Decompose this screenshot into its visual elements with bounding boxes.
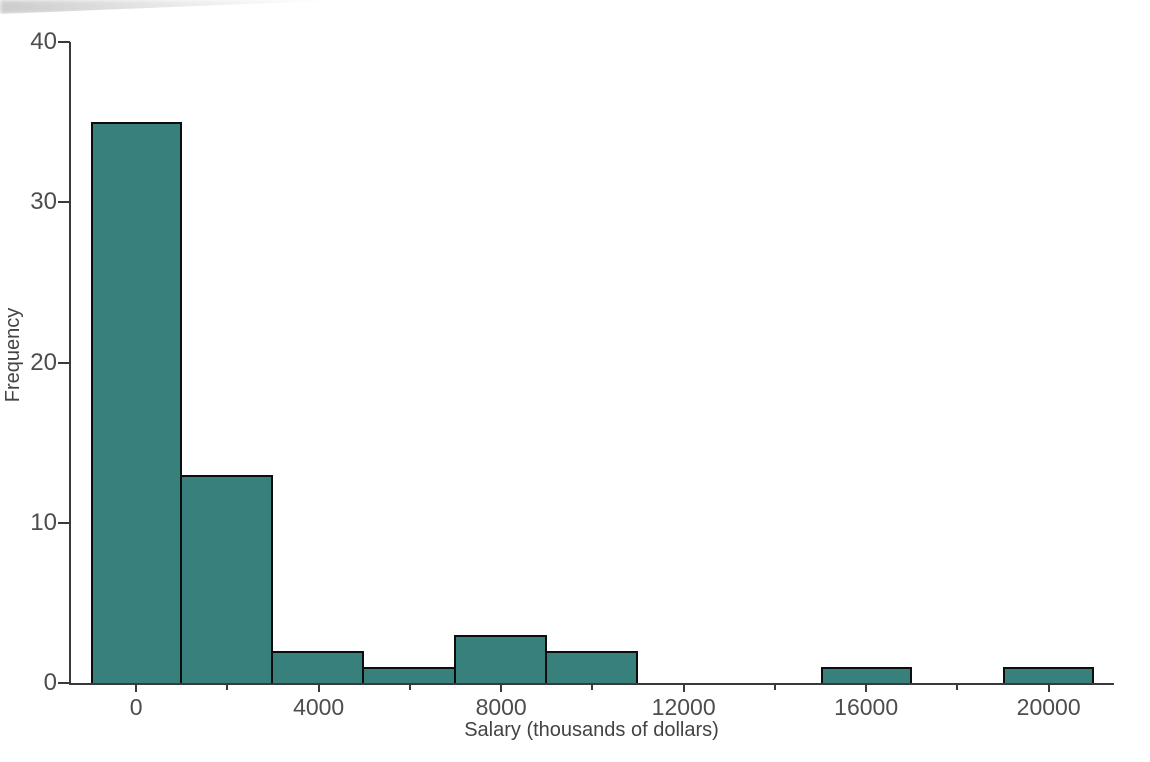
y-tick-label: 30 (30, 188, 57, 216)
y-tick (58, 41, 70, 43)
x-minor-tick (226, 685, 229, 690)
histogram-bar (271, 650, 365, 683)
y-tick (58, 361, 70, 364)
histogram-bar (820, 666, 912, 683)
x-major-tick (682, 685, 685, 692)
histogram-bar (1003, 666, 1095, 683)
y-tick (58, 682, 70, 684)
x-minor-tick (956, 685, 959, 690)
y-tick-label: 0 (43, 669, 57, 696)
x-tick-label: 20000 (1016, 694, 1081, 720)
x-axis-title: Salary (thousands of dollars) (464, 719, 719, 741)
y-tick (58, 521, 70, 524)
histogram-bar (362, 666, 456, 683)
y-axis-spine (69, 42, 71, 685)
histogram-bar (179, 474, 274, 683)
histogram-bar (544, 650, 639, 683)
x-major-tick (135, 685, 138, 692)
x-tick-label: 0 (129, 694, 143, 720)
x-minor-tick (773, 685, 776, 690)
x-tick-label: 8000 (475, 694, 527, 720)
x-axis-spine (69, 683, 1114, 685)
x-tick-label: 4000 (293, 694, 345, 720)
y-tick (58, 201, 70, 204)
x-major-tick (317, 685, 320, 692)
y-tick-label: 40 (30, 28, 57, 55)
histogram-bar (90, 122, 182, 683)
x-minor-tick (408, 685, 411, 690)
x-major-tick (500, 685, 503, 692)
y-tick-label: 20 (30, 348, 57, 376)
y-tick-label: 10 (30, 508, 57, 536)
x-tick-label: 12000 (651, 694, 716, 720)
x-minor-tick (591, 685, 594, 690)
x-tick-label: 16000 (834, 694, 899, 720)
x-major-tick (1047, 685, 1050, 692)
x-major-tick (865, 685, 868, 692)
histogram-bar (453, 634, 547, 683)
